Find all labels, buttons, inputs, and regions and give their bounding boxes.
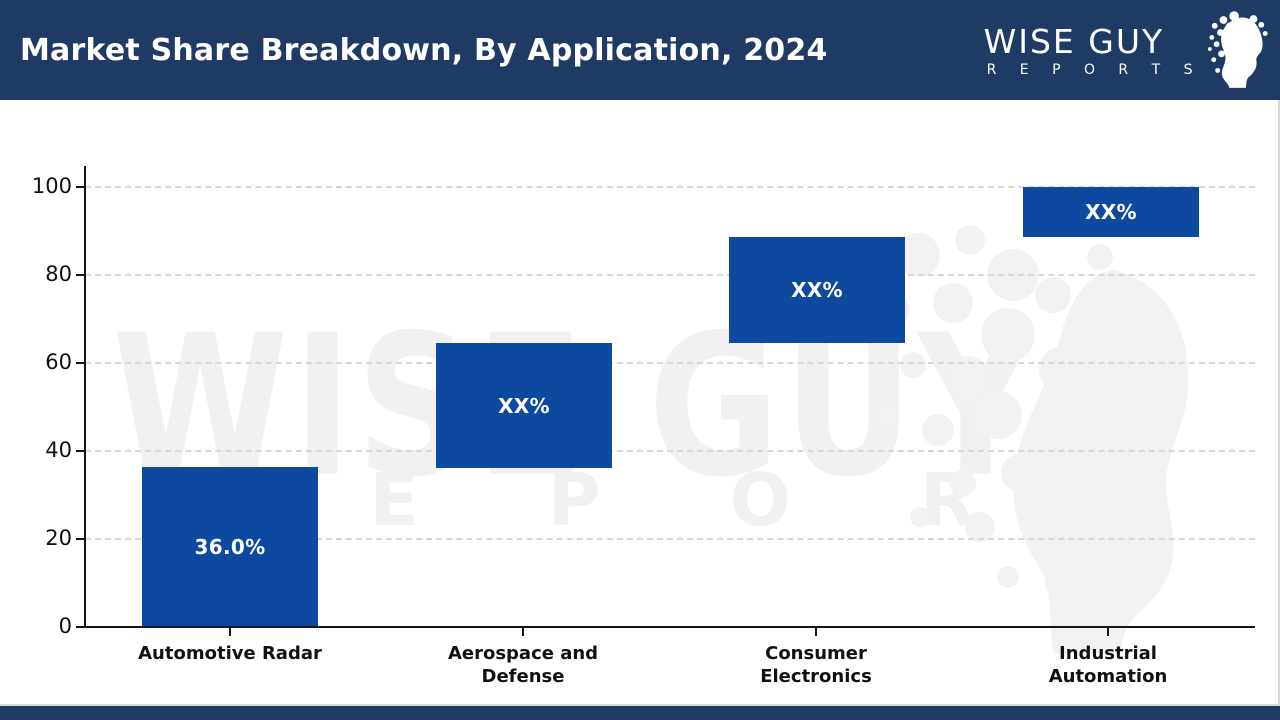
- gridline-80: [85, 274, 1255, 276]
- y-tick-label-100: 100: [31, 174, 72, 198]
- bar-industrial-automation: XX%: [1023, 187, 1199, 237]
- x-tick-label-aerospace-defense: Aerospace and Defense: [447, 643, 599, 687]
- wise-guy-reports-logo: WISE GUY R E P O R T S: [984, 8, 1270, 94]
- bar-value-label: XX%: [791, 278, 843, 302]
- y-axis-line: [84, 166, 86, 628]
- y-tick-label-40: 40: [45, 438, 72, 462]
- bar-value-label: 36.0%: [194, 534, 266, 559]
- bar-value-label: XX%: [498, 393, 550, 418]
- y-tick-mark: [76, 274, 84, 276]
- gridline-40: [85, 450, 1255, 452]
- y-tick-mark: [76, 626, 84, 628]
- logo-subtext: R E P O R T S: [986, 62, 1202, 78]
- y-tick-label-80: 80: [45, 262, 72, 286]
- bar-value-label: XX%: [1085, 200, 1137, 224]
- x-tick-mark: [229, 628, 231, 636]
- x-tick-mark: [522, 628, 524, 636]
- gridline-20: [85, 538, 1255, 540]
- y-tick-mark: [76, 538, 84, 540]
- y-tick-mark: [76, 186, 84, 188]
- y-tick-label-20: 20: [45, 526, 72, 550]
- x-axis-line: [84, 626, 1255, 628]
- plot-area: WISE GUY R E P O R T S: [0, 100, 1280, 706]
- y-tick-mark: [76, 362, 84, 364]
- x-tick-mark: [1107, 628, 1109, 636]
- x-tick-label-industrial-automation: Industrial Automation: [1048, 643, 1168, 687]
- bar-automotive-radar: 36.0%: [142, 467, 318, 626]
- watermark-head-icon: [879, 225, 1188, 653]
- gridline-100: [85, 186, 1255, 188]
- x-tick-mark: [815, 628, 817, 636]
- bar-aerospace-defense: XX%: [436, 343, 612, 468]
- logo-wordmark: WISE GUY: [983, 22, 1165, 61]
- y-tick-mark: [76, 450, 84, 452]
- bar-consumer-electronics: XX%: [729, 237, 905, 343]
- x-tick-label-automotive-radar: Automotive Radar: [138, 643, 322, 664]
- page-title: Market Share Breakdown, By Application, …: [20, 32, 828, 68]
- footer-bar: [0, 706, 1280, 720]
- x-tick-label-consumer-electronics: Consumer Electronics: [760, 643, 872, 687]
- logo-head-icon: [1207, 11, 1268, 88]
- y-tick-label-0: 0: [58, 614, 72, 638]
- y-tick-label-60: 60: [45, 350, 72, 374]
- gridline-60: [85, 362, 1255, 364]
- header-bar: Market Share Breakdown, By Application, …: [0, 0, 1280, 100]
